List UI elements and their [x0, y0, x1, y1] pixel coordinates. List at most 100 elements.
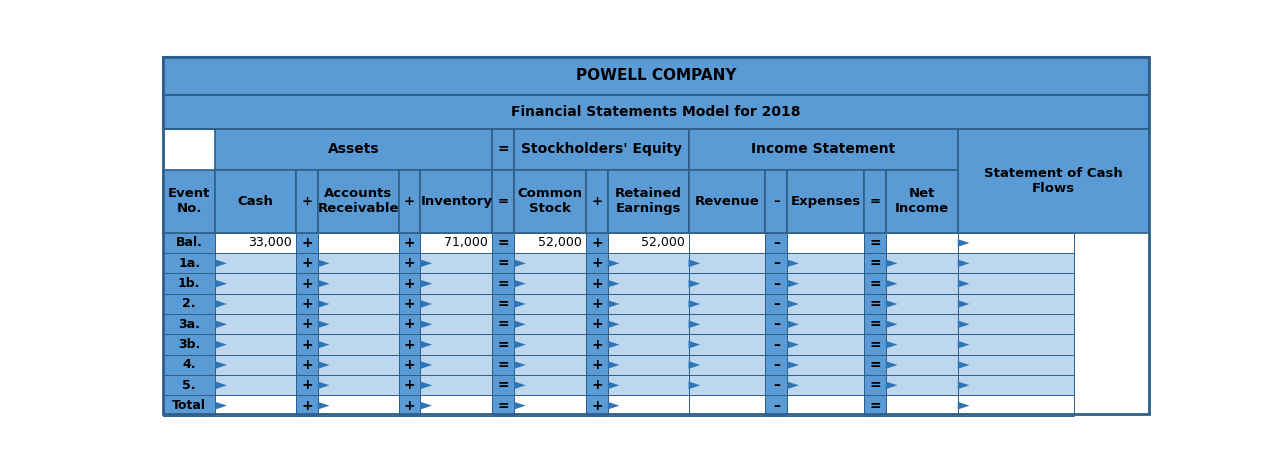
Polygon shape [515, 361, 526, 369]
Bar [317, 233, 398, 253]
Bar [957, 294, 1074, 314]
Polygon shape [787, 300, 799, 308]
Text: =: = [498, 236, 509, 250]
Bar [689, 274, 765, 294]
Text: 3b.: 3b. [178, 338, 200, 351]
Polygon shape [215, 341, 227, 349]
Bar [515, 335, 586, 355]
Bar [689, 170, 765, 233]
Bar [765, 355, 787, 375]
Bar [296, 294, 317, 314]
Text: =: = [869, 236, 881, 250]
Text: Net
Income: Net Income [895, 187, 948, 215]
Polygon shape [689, 361, 700, 369]
Text: +: + [301, 195, 312, 208]
Text: =: = [498, 143, 509, 157]
Text: Inventory: Inventory [420, 195, 493, 208]
Polygon shape [689, 260, 700, 267]
Text: +: + [403, 297, 415, 311]
Text: –: – [773, 358, 780, 372]
Bar [886, 274, 957, 294]
Polygon shape [317, 402, 329, 410]
Bar [689, 396, 765, 416]
Text: –: – [773, 195, 780, 208]
Text: +: + [301, 338, 312, 352]
Bar [420, 253, 493, 274]
Bar [296, 170, 317, 233]
Bar [215, 335, 296, 355]
Bar [163, 335, 215, 355]
Text: =: = [869, 398, 881, 413]
Polygon shape [787, 341, 799, 349]
Text: +: + [591, 338, 603, 352]
Bar [420, 233, 493, 253]
Text: =: = [869, 195, 881, 208]
Bar [317, 274, 398, 294]
Text: +: + [301, 378, 312, 392]
Bar [317, 375, 398, 396]
Text: =: = [869, 358, 881, 372]
Bar [163, 314, 215, 335]
Polygon shape [215, 260, 227, 267]
Bar [215, 274, 296, 294]
Bar [787, 396, 864, 416]
Bar [586, 355, 608, 375]
Bar [398, 396, 420, 416]
Bar [689, 375, 765, 396]
Text: =: = [869, 297, 881, 311]
Bar [787, 355, 864, 375]
Bar [215, 233, 296, 253]
Bar [864, 355, 886, 375]
Bar [886, 335, 957, 355]
Bar [163, 233, 215, 253]
Bar [493, 129, 515, 170]
Text: +: + [591, 236, 603, 250]
Polygon shape [689, 382, 700, 389]
Text: Common
Stock: Common Stock [517, 187, 582, 215]
Polygon shape [608, 361, 620, 369]
Bar [398, 170, 420, 233]
Text: –: – [773, 317, 780, 331]
Polygon shape [515, 341, 526, 349]
Bar [886, 396, 957, 416]
Bar [957, 274, 1074, 294]
Polygon shape [215, 300, 227, 308]
Text: 52,000: 52,000 [538, 236, 582, 249]
Polygon shape [787, 361, 799, 369]
Text: +: + [591, 297, 603, 311]
Text: +: + [591, 195, 603, 208]
Bar [515, 129, 689, 170]
Text: Bal.: Bal. [175, 236, 202, 249]
Bar [317, 335, 398, 355]
Bar [515, 253, 586, 274]
Bar [957, 314, 1074, 335]
Text: =: = [869, 277, 881, 291]
Text: 71,000: 71,000 [444, 236, 489, 249]
Bar [420, 170, 493, 233]
Bar [957, 335, 1074, 355]
Text: =: = [498, 398, 509, 413]
Bar [398, 335, 420, 355]
Bar [765, 294, 787, 314]
Polygon shape [420, 402, 433, 410]
Text: +: + [591, 256, 603, 270]
Bar [689, 129, 957, 170]
Bar [420, 396, 493, 416]
Polygon shape [515, 382, 526, 389]
Polygon shape [215, 361, 227, 369]
Bar [586, 396, 608, 416]
Text: +: + [301, 256, 312, 270]
Bar [886, 355, 957, 375]
Bar [420, 314, 493, 335]
Polygon shape [886, 300, 897, 308]
Text: 4.: 4. [182, 358, 196, 371]
Polygon shape [957, 402, 969, 410]
Bar [608, 274, 689, 294]
Text: 3a.: 3a. [178, 318, 200, 331]
Polygon shape [215, 382, 227, 389]
Bar [608, 170, 689, 233]
Bar [957, 253, 1074, 274]
Text: =: = [869, 378, 881, 392]
Bar [317, 355, 398, 375]
Bar [215, 314, 296, 335]
